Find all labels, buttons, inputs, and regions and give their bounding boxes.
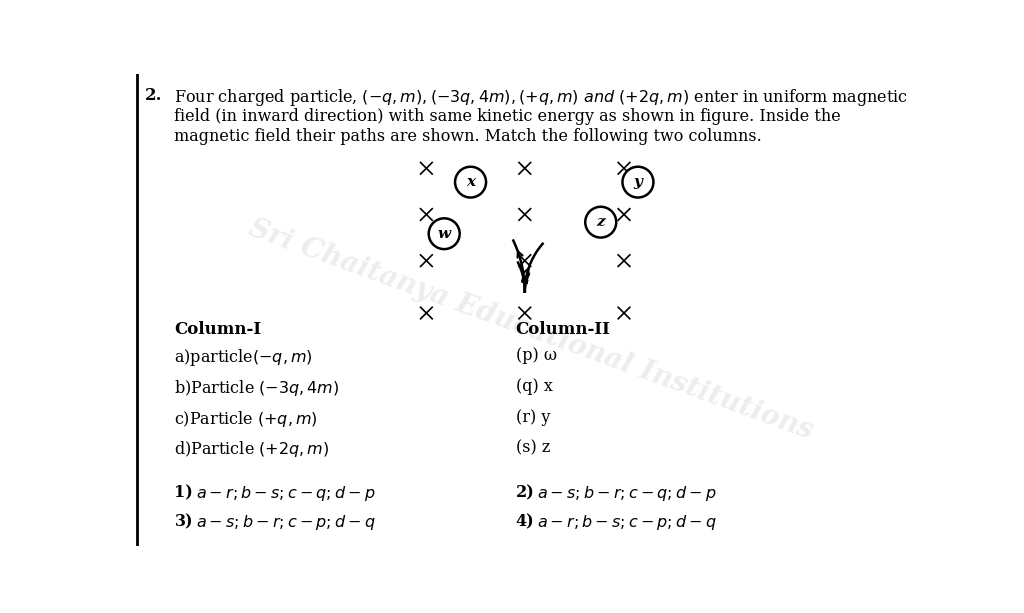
Text: magnetic field their paths are shown. Match the following two columns.: magnetic field their paths are shown. Ma…: [174, 128, 762, 145]
Text: y: y: [634, 175, 642, 189]
Text: (r) y: (r) y: [515, 408, 550, 425]
Text: $a-r;b-s;c-q;d-p$: $a-r;b-s;c-q;d-p$: [197, 484, 376, 503]
Text: Column-II: Column-II: [515, 321, 610, 338]
Text: Column-I: Column-I: [174, 321, 261, 338]
Text: 4): 4): [515, 513, 535, 530]
Text: x: x: [466, 175, 475, 189]
Text: 2): 2): [515, 484, 535, 501]
Text: b)Particle $(-3q,4m)$: b)Particle $(-3q,4m)$: [174, 378, 340, 398]
Text: d)Particle $(+2q,m)$: d)Particle $(+2q,m)$: [174, 440, 330, 459]
Text: $a-s;b-r;c-q;d-p$: $a-s;b-r;c-q;d-p$: [538, 484, 717, 503]
Text: $a-s;b-r;c-p;d-q$: $a-s;b-r;c-p;d-q$: [197, 513, 376, 532]
Text: (q) x: (q) x: [515, 378, 552, 395]
Text: Sri Chaitanya Educational Institutions: Sri Chaitanya Educational Institutions: [245, 215, 817, 445]
Text: a)particle$(-q,m)$: a)particle$(-q,m)$: [174, 347, 313, 368]
Text: field (in inward direction) with same kinetic energy as shown in figure. Inside : field (in inward direction) with same ki…: [174, 109, 842, 125]
Circle shape: [586, 207, 616, 238]
Circle shape: [455, 167, 486, 197]
Text: z: z: [596, 215, 605, 229]
Text: 2.: 2.: [145, 88, 163, 104]
Text: (s) z: (s) z: [515, 440, 550, 456]
Text: w: w: [437, 227, 451, 241]
Text: Four charged particle, $(-q,m),(-3q,4m),(+q,m)$ $and$ $(+2q,m)$ enter in uniform: Four charged particle, $(-q,m),(-3q,4m),…: [174, 88, 908, 109]
Text: c)Particle $(+q,m)$: c)Particle $(+q,m)$: [174, 408, 318, 428]
Text: (p) ω: (p) ω: [515, 347, 556, 364]
Circle shape: [623, 167, 653, 197]
Text: 1): 1): [174, 484, 194, 501]
Circle shape: [429, 218, 460, 249]
Text: 3): 3): [174, 513, 193, 530]
Text: $a-r;b-s;c-p;d-q$: $a-r;b-s;c-p;d-q$: [538, 513, 717, 532]
